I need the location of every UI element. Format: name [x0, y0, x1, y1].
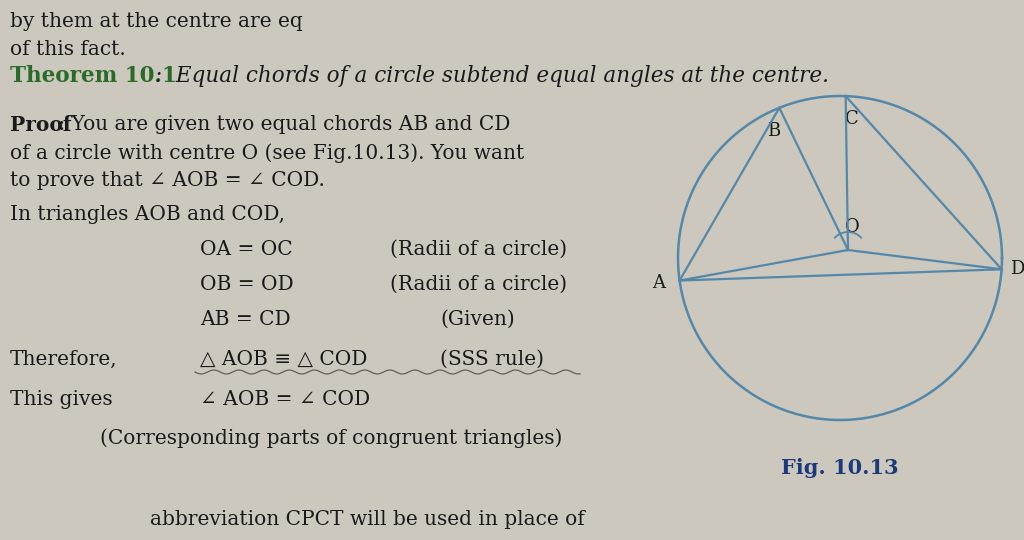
Text: C: C: [845, 110, 858, 128]
Text: (Corresponding parts of congruent triangles): (Corresponding parts of congruent triang…: [100, 428, 562, 448]
Text: (Radii of a circle): (Radii of a circle): [390, 240, 567, 259]
Text: Theorem 10.1: Theorem 10.1: [10, 65, 177, 87]
Text: (SSS rule): (SSS rule): [440, 350, 544, 369]
Text: AB = CD: AB = CD: [200, 310, 291, 329]
Text: of a circle with centre O (see Fig.10.13). You want: of a circle with centre O (see Fig.10.13…: [10, 143, 524, 163]
Text: In triangles AOB and COD,: In triangles AOB and COD,: [10, 205, 285, 224]
Text: to prove that ∠ AOB = ∠ COD.: to prove that ∠ AOB = ∠ COD.: [10, 171, 325, 190]
Text: △ AOB ≡ △ COD: △ AOB ≡ △ COD: [200, 350, 368, 369]
Text: abbreviation CPCT will be used in place of: abbreviation CPCT will be used in place …: [150, 510, 585, 529]
Text: OB = OD: OB = OD: [200, 275, 294, 294]
Text: :  Equal chords of a circle subtend equal angles at the centre.: : Equal chords of a circle subtend equal…: [148, 65, 829, 87]
Text: D: D: [1010, 260, 1024, 278]
Text: : You are given two equal chords AB and CD: : You are given two equal chords AB and …: [52, 115, 510, 134]
Text: OA = OC: OA = OC: [200, 240, 293, 259]
Text: Proof: Proof: [10, 115, 72, 135]
Text: Fig. 10.13: Fig. 10.13: [781, 458, 899, 478]
Text: (Radii of a circle): (Radii of a circle): [390, 275, 567, 294]
Text: A: A: [652, 274, 666, 292]
Text: (Given): (Given): [440, 310, 515, 329]
Text: of this fact.: of this fact.: [10, 40, 126, 59]
Text: O: O: [845, 218, 859, 236]
Text: Therefore,: Therefore,: [10, 350, 118, 369]
Text: B: B: [767, 122, 780, 140]
Text: by them at the centre are eq: by them at the centre are eq: [10, 12, 303, 31]
Text: This gives: This gives: [10, 390, 113, 409]
Text: ∠ AOB = ∠ COD: ∠ AOB = ∠ COD: [200, 390, 370, 409]
